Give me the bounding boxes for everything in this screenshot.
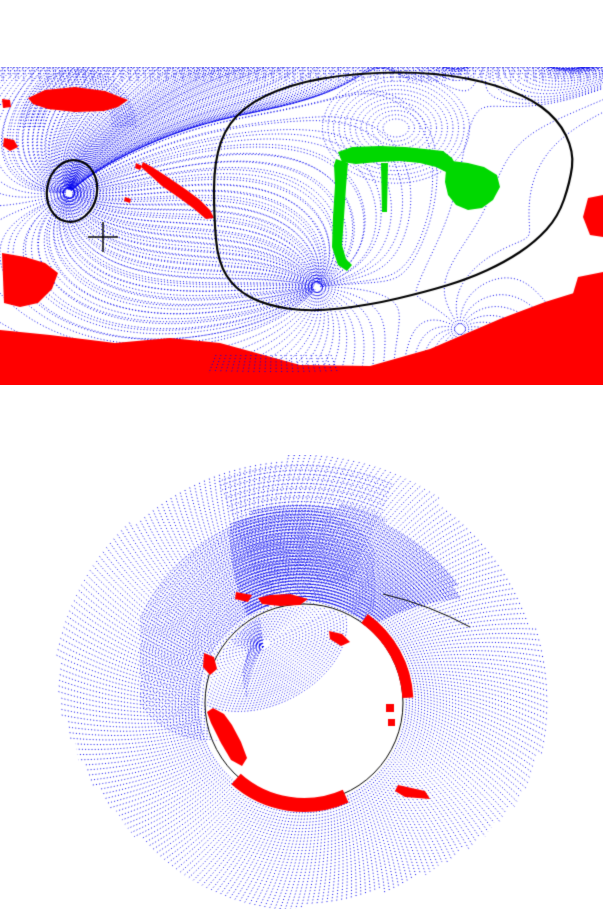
- globe-field-view-canvas: [0, 455, 603, 909]
- surface-field-map-canvas: [0, 67, 603, 385]
